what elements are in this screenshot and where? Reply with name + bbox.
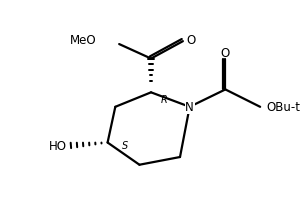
Text: OBu-t: OBu-t: [266, 101, 300, 114]
Text: O: O: [221, 47, 230, 60]
Text: HO: HO: [49, 139, 67, 152]
Text: O: O: [186, 34, 195, 47]
Text: R: R: [161, 95, 167, 105]
Text: S: S: [122, 141, 128, 151]
Text: MeO: MeO: [69, 34, 96, 47]
Text: N: N: [185, 101, 194, 114]
